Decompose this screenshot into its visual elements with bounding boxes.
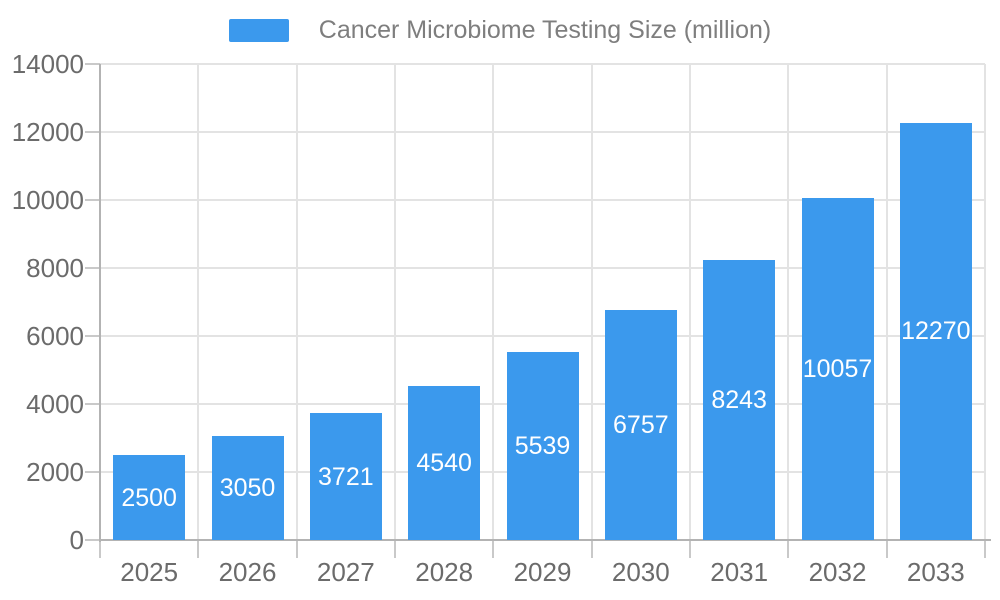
bar[interactable]: 8243 (703, 259, 776, 540)
y-axis-tick-label: 10000 (11, 185, 84, 215)
bar-value-label: 12270 (901, 317, 971, 346)
gridline-vertical (885, 64, 888, 540)
gridline-vertical (394, 64, 396, 540)
bar-value-label: 4540 (416, 448, 472, 477)
x-axis-tick-label: 2028 (415, 557, 474, 587)
gridline-vertical (590, 64, 593, 540)
y-axis-tick (85, 539, 100, 541)
y-axis-tick (85, 63, 100, 65)
chart-legend: Cancer Microbiome Testing Size (million) (0, 16, 1000, 44)
bar-value-label: 3721 (318, 462, 374, 491)
y-axis-tick-label: 8000 (26, 253, 84, 283)
x-axis-tick (885, 540, 888, 558)
bar[interactable]: 3721 (309, 413, 382, 540)
x-axis-tick-label: 2032 (808, 557, 867, 587)
legend-label: Cancer Microbiome Testing Size (million) (318, 16, 772, 44)
x-axis-tick (394, 540, 396, 558)
bar-value-label: 10057 (802, 355, 873, 384)
gridline-vertical (984, 64, 986, 540)
x-axis-tick (787, 540, 790, 558)
y-axis-tick (85, 131, 100, 133)
x-axis-tick-label: 2027 (316, 557, 375, 587)
bar[interactable]: 6757 (604, 310, 677, 540)
x-axis-tick-label: 2030 (611, 557, 670, 587)
gridline-vertical (787, 64, 790, 540)
x-axis-tick (295, 540, 298, 558)
gridline-vertical (295, 64, 298, 540)
x-axis-tick (590, 540, 593, 558)
y-axis-tick-label: 12000 (11, 117, 84, 147)
bar[interactable]: 2500 (113, 455, 186, 540)
bar-value-label: 6757 (613, 411, 669, 440)
gridline-vertical (689, 64, 691, 540)
bar-value-label: 2500 (121, 483, 177, 512)
x-axis-tick (99, 540, 101, 558)
y-axis-tick-label: 0 (69, 525, 84, 555)
y-axis-tick (85, 471, 100, 473)
y-axis-tick-label: 6000 (26, 321, 84, 351)
bar[interactable]: 4540 (408, 385, 481, 540)
legend-swatch (228, 18, 289, 42)
bar[interactable]: 12270 (899, 122, 972, 540)
bar[interactable]: 10057 (801, 198, 874, 540)
gridline-horizontal (100, 335, 985, 337)
bar[interactable]: 5539 (506, 351, 579, 540)
bar[interactable]: 3050 (211, 436, 284, 540)
x-axis-tick (197, 540, 200, 558)
gridline-vertical (492, 64, 495, 540)
gridline-horizontal (100, 267, 985, 269)
y-axis-tick-label: 14000 (11, 49, 84, 79)
x-axis-tick-label: 2026 (218, 557, 277, 587)
x-axis-tick (984, 540, 986, 558)
x-axis-tick-label: 2031 (710, 557, 769, 587)
gridline-vertical (197, 64, 200, 540)
x-axis-tick (689, 540, 691, 558)
y-axis-tick-label: 2000 (26, 457, 84, 487)
y-axis-tick (85, 403, 100, 405)
bar-value-label: 3050 (219, 474, 276, 503)
legend-item[interactable]: Cancer Microbiome Testing Size (million) (228, 16, 772, 44)
y-axis-tick-label: 4000 (26, 389, 84, 419)
x-axis-tick-label: 2025 (120, 557, 179, 587)
y-axis-tick (85, 267, 100, 269)
gridline-horizontal (100, 63, 985, 65)
x-axis-tick-label: 2033 (906, 557, 965, 587)
y-axis-line (99, 64, 101, 542)
x-axis-line (99, 539, 991, 541)
bar-value-label: 5539 (514, 431, 571, 460)
y-axis-tick (85, 199, 100, 201)
x-axis-tick-label: 2029 (513, 557, 572, 587)
y-axis-tick (85, 335, 100, 337)
gridline-horizontal (100, 131, 985, 133)
x-axis-tick (492, 540, 495, 558)
bar-value-label: 8243 (711, 385, 767, 414)
gridline-horizontal (100, 199, 985, 201)
